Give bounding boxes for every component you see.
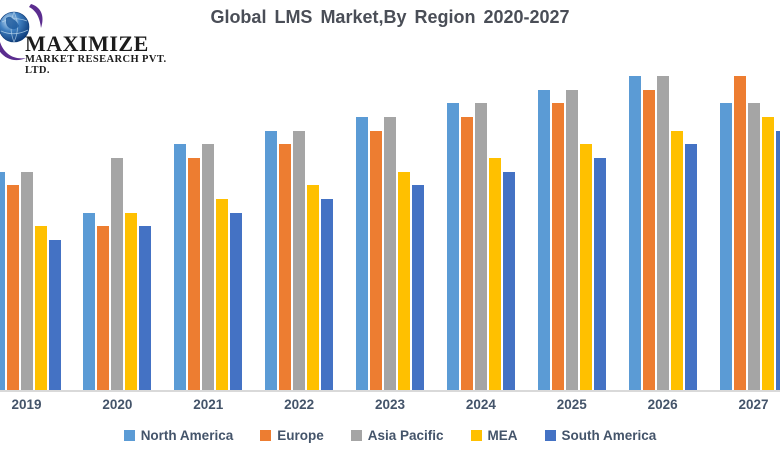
bar-europe-2024 bbox=[460, 117, 473, 390]
bar-asia-pacific-2024 bbox=[474, 103, 487, 390]
legend: North America Europe Asia Pacific MEA South … bbox=[0, 428, 780, 443]
bar-mea-2027 bbox=[761, 117, 774, 390]
legend-label: South America bbox=[561, 428, 657, 443]
x-axis-label: 2025 bbox=[556, 397, 587, 412]
bar-mea-2023 bbox=[398, 171, 410, 390]
bar-mea-2022 bbox=[307, 185, 320, 390]
bar-south-america-2020 bbox=[139, 226, 152, 390]
x-axis-label: 2019 bbox=[11, 397, 42, 412]
bar-europe-2019 bbox=[6, 185, 19, 390]
legend-label: Asia Pacific bbox=[367, 428, 444, 443]
bar-europe-2022 bbox=[279, 144, 292, 390]
legend-item: Europe bbox=[260, 428, 324, 443]
legend-swatch bbox=[123, 430, 135, 441]
brand-logo: MAXIMIZE MARKET RESEARCH PVT. LTD. bbox=[0, 2, 185, 76]
bar-south-america-2022 bbox=[321, 198, 334, 390]
bar-north-america-2022 bbox=[265, 130, 278, 390]
x-axis-label: 2026 bbox=[647, 397, 678, 412]
legend-label: Europe bbox=[277, 428, 324, 443]
x-axis-label: 2020 bbox=[102, 397, 133, 412]
bar-europe-2023 bbox=[370, 130, 382, 390]
x-axis-label: 2021 bbox=[193, 397, 224, 412]
bar-north-america-2025 bbox=[537, 89, 550, 390]
bar-south-america-2027 bbox=[775, 130, 780, 390]
bar-north-america-2027 bbox=[719, 103, 732, 390]
bar-north-america-2023 bbox=[356, 117, 368, 390]
legend-swatch bbox=[470, 430, 482, 441]
bar-north-america-2024 bbox=[446, 103, 459, 390]
bar-asia-pacific-2022 bbox=[293, 130, 306, 390]
bar-north-america-2019 bbox=[0, 171, 5, 390]
x-axis-line bbox=[0, 390, 780, 392]
x-axis-label: 2024 bbox=[465, 397, 496, 412]
bar-europe-2026 bbox=[642, 89, 655, 390]
bar-mea-2020 bbox=[125, 212, 138, 390]
bar-mea-2021 bbox=[216, 198, 229, 390]
legend-swatch bbox=[350, 430, 362, 441]
bar-asia-pacific-2027 bbox=[747, 103, 760, 390]
bar-asia-pacific-2020 bbox=[111, 157, 124, 390]
legend-item: Asia Pacific bbox=[350, 428, 444, 443]
legend-swatch bbox=[544, 430, 556, 441]
x-axis-label: 2023 bbox=[374, 397, 406, 412]
bar-north-america-2021 bbox=[174, 144, 187, 390]
bar-europe-2021 bbox=[188, 157, 201, 390]
bar-asia-pacific-2019 bbox=[20, 171, 33, 390]
plot-area bbox=[0, 76, 780, 390]
legend-item: North America bbox=[123, 428, 234, 443]
legend-label: North America bbox=[140, 428, 234, 443]
bar-europe-2025 bbox=[551, 103, 564, 390]
bar-south-america-2025 bbox=[593, 157, 606, 390]
bar-south-america-2021 bbox=[230, 212, 243, 390]
legend-label: MEA bbox=[487, 428, 518, 443]
bar-north-america-2026 bbox=[628, 76, 641, 390]
bar-mea-2024 bbox=[488, 157, 501, 390]
bar-south-america-2019 bbox=[48, 239, 61, 390]
legend-swatch bbox=[260, 430, 272, 441]
chart-title: Global LMS Market,By Region 2020-2027 bbox=[210, 7, 570, 27]
x-axis-label: 2027 bbox=[738, 397, 769, 412]
logo-title: MAXIMIZE bbox=[25, 31, 149, 56]
legend-item: South America bbox=[544, 428, 657, 443]
bar-asia-pacific-2025 bbox=[565, 89, 578, 390]
x-axis-label: 2022 bbox=[284, 397, 315, 412]
legend-item: MEA bbox=[470, 428, 518, 443]
bar-north-america-2020 bbox=[83, 212, 96, 390]
bar-asia-pacific-2023 bbox=[384, 117, 396, 390]
bar-asia-pacific-2021 bbox=[202, 144, 215, 390]
bar-europe-2027 bbox=[733, 76, 746, 390]
bar-mea-2026 bbox=[670, 130, 683, 390]
bar-mea-2019 bbox=[34, 226, 47, 390]
bar-south-america-2023 bbox=[412, 185, 424, 390]
logo-subtitle: MARKET RESEARCH PVT. LTD. bbox=[25, 54, 167, 76]
globe-icon bbox=[0, 4, 43, 61]
bar-asia-pacific-2026 bbox=[656, 76, 669, 390]
bar-europe-2020 bbox=[97, 226, 110, 390]
x-axis-labels: 2019 2020 2021 2022 2023 2024 2025 2026 2027 bbox=[0, 397, 780, 417]
bar-mea-2025 bbox=[579, 144, 592, 390]
bar-south-america-2026 bbox=[684, 144, 697, 390]
bar-south-america-2024 bbox=[502, 171, 515, 390]
